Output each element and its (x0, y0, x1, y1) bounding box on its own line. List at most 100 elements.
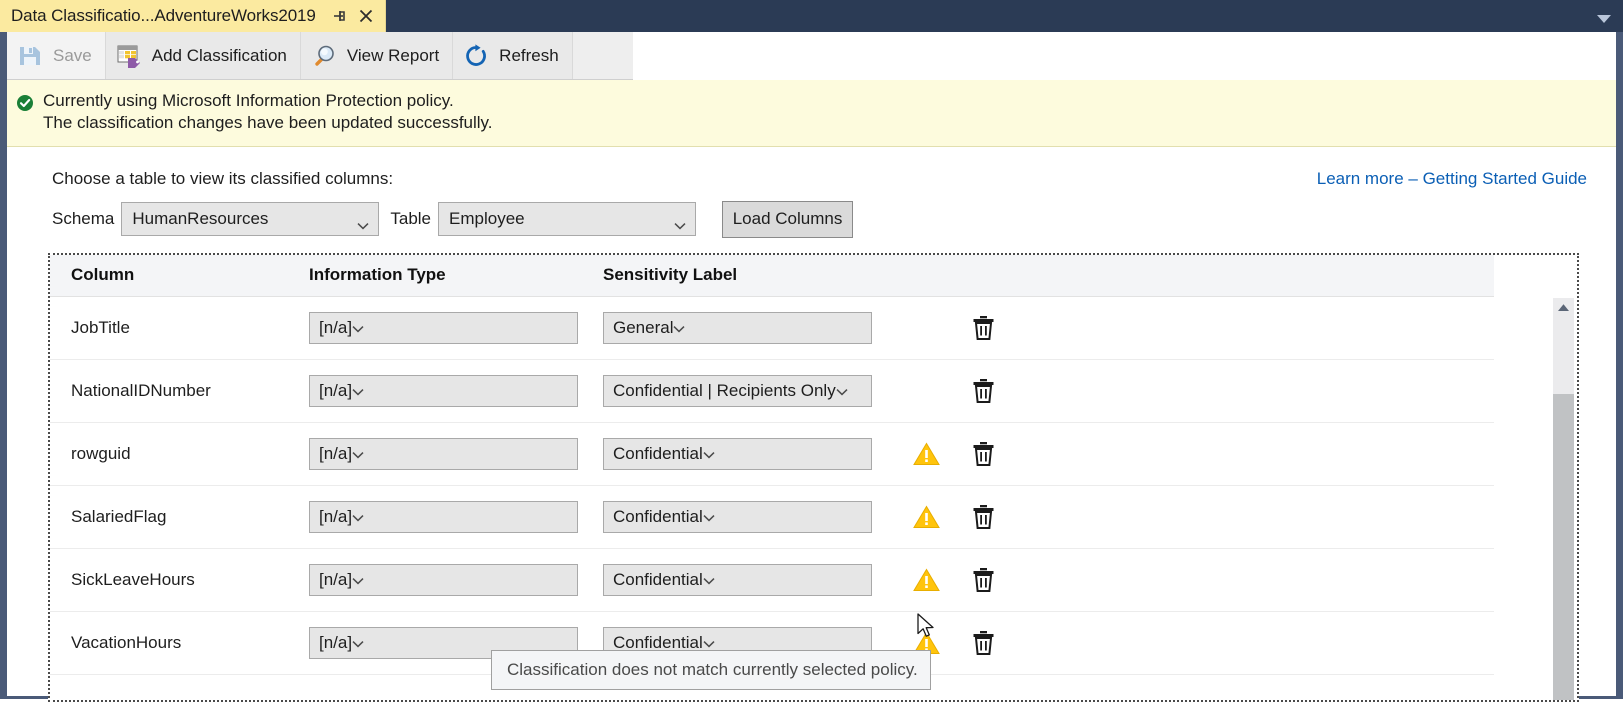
policy-mismatch-warning-icon[interactable] (913, 505, 940, 529)
load-columns-button[interactable]: Load Columns (722, 200, 854, 238)
trash-icon[interactable] (972, 504, 995, 530)
sensitivity-label-value: Confidential (613, 506, 703, 526)
chevron-down-icon (352, 507, 364, 527)
trash-icon[interactable] (972, 567, 995, 593)
chevron-down-icon[interactable] (1596, 11, 1612, 23)
refresh-circular-arrow-icon (463, 43, 489, 69)
information-type-select[interactable]: [n/a] (309, 500, 578, 533)
chevron-down-icon (352, 381, 364, 401)
header-information-type: Information Type (309, 265, 446, 285)
table-selector-row: Schema HumanResources Table Employee Loa… (52, 200, 854, 238)
scroll-up-arrow-icon[interactable] (1553, 298, 1574, 318)
information-type-value: [n/a] (319, 569, 353, 589)
schema-select-value: HumanResources (132, 209, 269, 229)
delete-cell (960, 567, 1020, 593)
main-content: Choose a table to view its classified co… (7, 147, 1616, 702)
sensitivity-label-select[interactable]: General (603, 311, 872, 344)
view-report-label: View Report (346, 45, 440, 65)
warning-cell (903, 442, 960, 466)
information-type-cell: [n/a] (309, 311, 603, 344)
grid-body: JobTitle [n/a] General NationalIDNumber [n/a… (50, 296, 1577, 675)
information-type-select[interactable]: [n/a] (309, 311, 578, 344)
chevron-down-icon (357, 215, 369, 230)
toolbar: Save Ad (7, 32, 633, 80)
learn-more-link[interactable]: Learn more – Getting Started Guide (1316, 168, 1587, 188)
information-type-select[interactable]: [n/a] (309, 563, 578, 596)
client-area: Save Ad (0, 32, 1623, 702)
grid-vertical-scrollbar[interactable] (1553, 297, 1574, 700)
warning-cell (903, 568, 960, 592)
trash-icon[interactable] (972, 378, 995, 404)
scrollbar-thumb[interactable] (1553, 393, 1574, 700)
policy-mismatch-warning-icon[interactable] (913, 568, 940, 592)
column-name: SickLeaveHours (71, 569, 195, 589)
sensitivity-label-value: Confidential | Recipients Only (613, 380, 836, 400)
sensitivity-label-cell: Confidential (603, 500, 903, 533)
success-check-icon (16, 94, 34, 112)
chevron-down-icon (703, 444, 715, 464)
trash-icon[interactable] (972, 315, 995, 341)
information-type-value: [n/a] (319, 632, 353, 652)
column-name: VacationHours (71, 632, 182, 652)
information-type-select[interactable]: [n/a] (309, 437, 578, 470)
sensitivity-label-cell: Confidential | Recipients Only (603, 374, 903, 407)
information-type-cell: [n/a] (309, 563, 603, 596)
warning-cell (903, 505, 960, 529)
chevron-down-icon (703, 507, 715, 527)
sensitivity-label-value: Confidential (613, 443, 703, 463)
save-button[interactable]: Save (7, 32, 106, 79)
document-tab-title: Data Classificatio...AdventureWorks2019 (11, 6, 316, 25)
sensitivity-label-select[interactable]: Confidential (603, 437, 872, 470)
chevron-down-icon (352, 444, 364, 464)
choose-table-prompt: Choose a table to view its classified co… (52, 168, 394, 188)
column-name: JobTitle (71, 317, 130, 337)
delete-cell (960, 315, 1020, 341)
sensitivity-label-cell: Confidential (603, 563, 903, 596)
information-type-value: [n/a] (319, 380, 353, 400)
sensitivity-label-select[interactable]: Confidential (603, 500, 872, 533)
sensitivity-label-cell: General (603, 311, 903, 344)
chevron-down-icon (352, 318, 364, 338)
refresh-label: Refresh (499, 45, 559, 65)
information-type-select[interactable]: [n/a] (309, 374, 578, 407)
add-classification-icon (116, 43, 142, 69)
column-name: NationalIDNumber (71, 380, 211, 400)
save-floppy-icon (17, 43, 43, 69)
chevron-down-icon (703, 633, 715, 653)
table-row: SalariedFlag [n/a] Confidential (50, 485, 1494, 549)
pin-icon[interactable] (330, 7, 348, 25)
trash-icon[interactable] (972, 441, 995, 467)
policy-mismatch-warning-icon[interactable] (913, 442, 940, 466)
refresh-button[interactable]: Refresh (453, 32, 573, 79)
table-row: rowguid [n/a] Confidential (50, 422, 1494, 486)
sensitivity-label-select[interactable]: Confidential (603, 563, 872, 596)
sensitivity-label-cell: Confidential (603, 437, 903, 470)
table-row: SickLeaveHours [n/a] Confidential (50, 548, 1494, 612)
information-type-cell: [n/a] (309, 626, 603, 659)
information-type-value: [n/a] (319, 317, 353, 337)
table-select-value: Employee (449, 209, 525, 229)
magnifier-icon (311, 43, 337, 69)
table-label: Table (390, 209, 432, 229)
delete-cell (960, 630, 1020, 656)
classified-columns-grid: Column Information Type Sensitivity Labe… (48, 252, 1579, 702)
table-row: VacationHours [n/a] Confidential (50, 611, 1494, 675)
information-type-select[interactable]: [n/a] (309, 626, 578, 659)
add-classification-button[interactable]: Add Classification (105, 32, 301, 79)
view-report-button[interactable]: View Report (300, 32, 454, 79)
schema-select[interactable]: HumanResources (121, 202, 380, 237)
close-icon[interactable] (357, 7, 375, 25)
warning-tooltip: Classification does not match currently … (491, 649, 931, 690)
information-type-cell: [n/a] (309, 437, 603, 470)
chevron-down-icon (673, 318, 686, 338)
sensitivity-label-select[interactable]: Confidential | Recipients Only (603, 374, 872, 407)
table-select[interactable]: Employee (438, 202, 697, 237)
header-sensitivity-label: Sensitivity Label (603, 265, 738, 285)
information-type-value: [n/a] (319, 506, 353, 526)
notification-line-1: Currently using Microsoft Information Pr… (43, 91, 454, 110)
column-name: rowguid (71, 443, 131, 463)
information-type-cell: [n/a] (309, 500, 603, 533)
document-tab[interactable]: Data Classificatio...AdventureWorks2019 (0, 0, 386, 32)
trash-icon[interactable] (972, 630, 995, 656)
